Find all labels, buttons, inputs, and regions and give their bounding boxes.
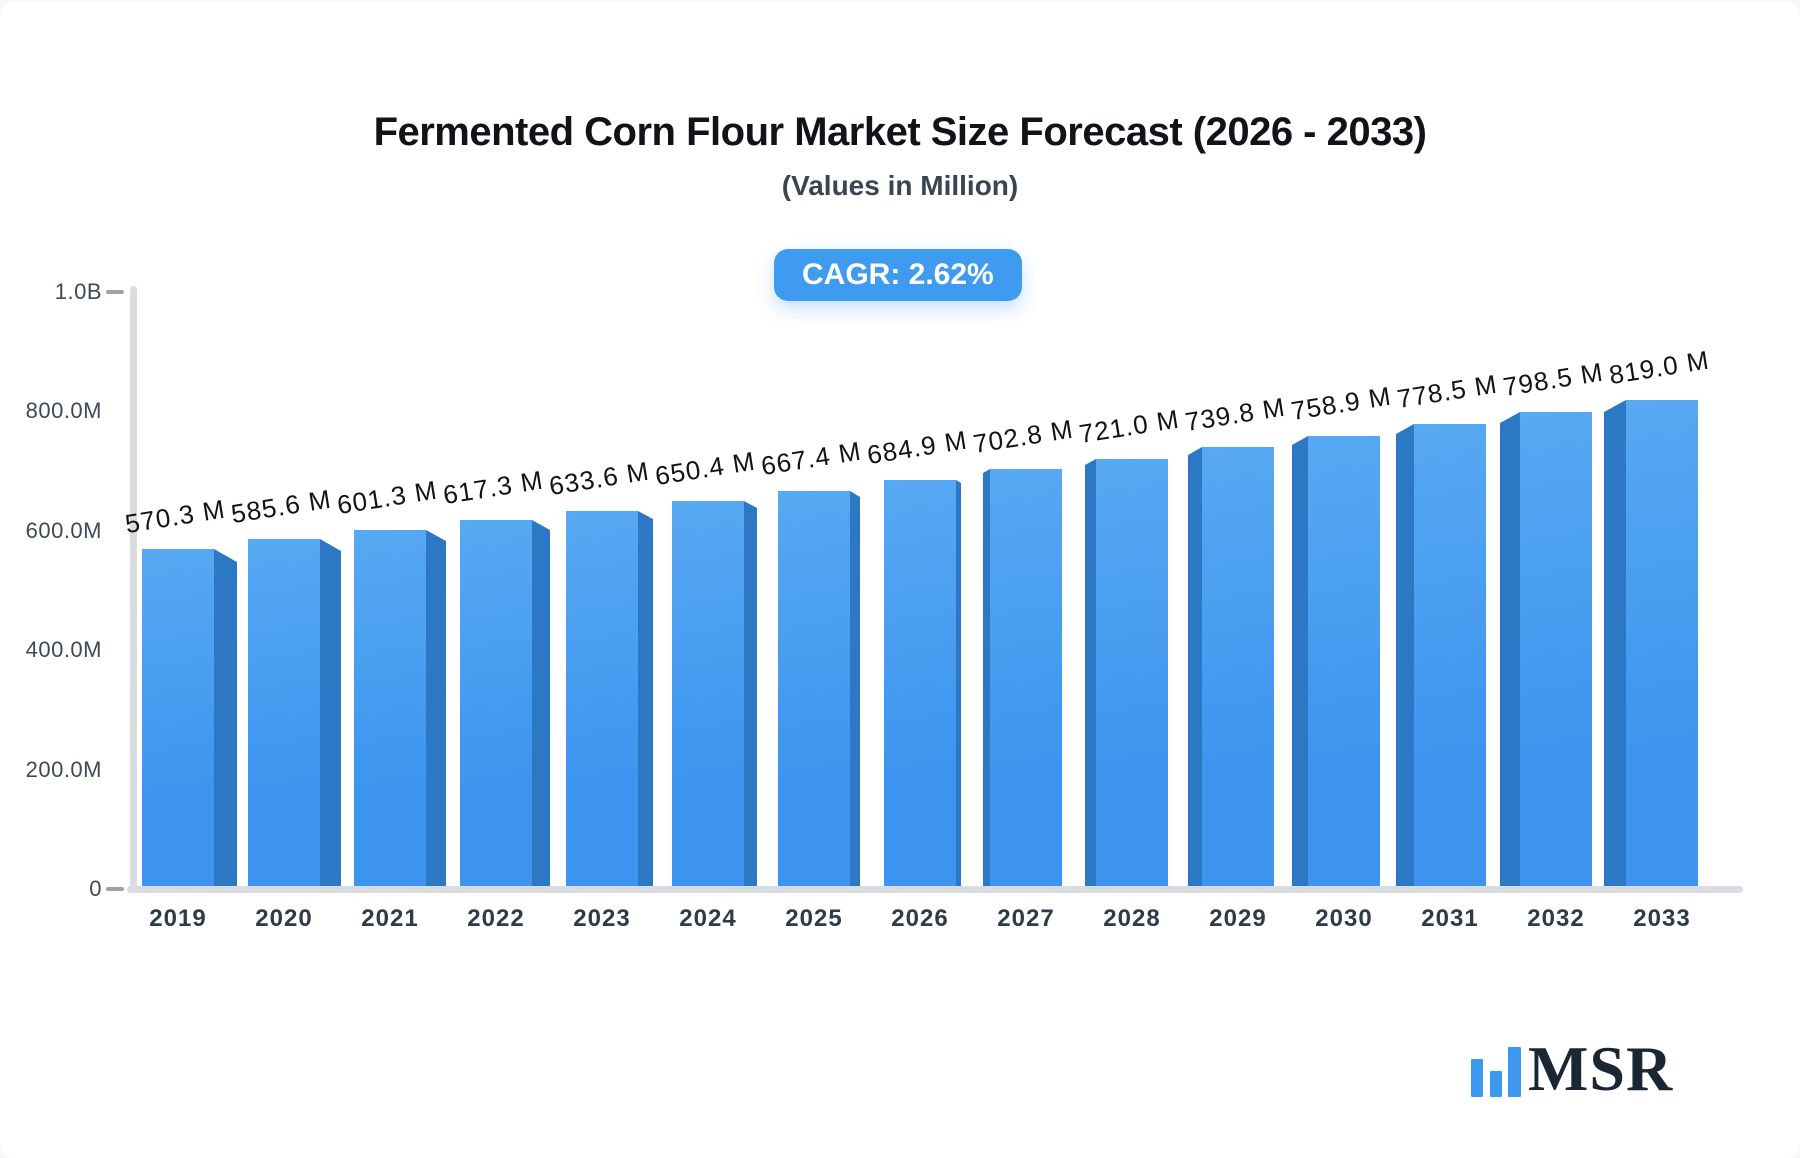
bar-side-face (426, 530, 446, 889)
bar-side-face (638, 511, 653, 889)
x-axis-label: 2028 (1103, 905, 1161, 932)
bar-value-label: 798.5 M (1500, 356, 1606, 403)
bar-2027 (990, 469, 1062, 889)
bar-value-label: 819.0 M (1606, 344, 1712, 391)
bar-2028 (1096, 459, 1168, 889)
x-axis-label: 2029 (1209, 905, 1267, 932)
y-axis-line (130, 286, 137, 893)
bar-value-label: 633.6 M (546, 455, 652, 502)
logo-bar-icon (1508, 1047, 1521, 1097)
logo-bar-icon (1490, 1071, 1502, 1097)
chart-title: Fermented Corn Flour Market Size Forecas… (373, 110, 1427, 154)
bar-2023 (566, 511, 638, 889)
y-axis-label: 0 (89, 876, 102, 901)
bar-side-face (1500, 412, 1520, 889)
bar-side-face (1292, 436, 1308, 889)
bar-2026 (884, 480, 956, 889)
bar-value-label: 721.0 M (1076, 403, 1182, 450)
bar-value-label: 570.3 M (122, 493, 228, 540)
y-axis-label: 800.0M (25, 398, 102, 424)
x-axis-label: 2032 (1527, 905, 1585, 932)
chart-subtitle: (Values in Million) (781, 170, 1019, 201)
bar-side-face (850, 491, 860, 889)
bar-value-label: 585.6 M (228, 483, 334, 530)
bar-value-label: 758.9 M (1288, 380, 1394, 427)
bar-2025 (778, 491, 850, 889)
logo-text: MSR (1528, 1033, 1674, 1104)
bar-value-label: 667.4 M (758, 435, 864, 482)
x-axis-label: 2019 (149, 905, 207, 932)
y-axis-tick (106, 887, 124, 891)
bar-side-face (320, 539, 341, 889)
bar-value-label: 778.5 M (1394, 368, 1500, 415)
x-axis-label: 2031 (1421, 905, 1479, 932)
bar-side-face (532, 520, 550, 889)
bar-2030 (1308, 436, 1380, 889)
bar-side-face (214, 549, 237, 889)
cagr-badge-label: CAGR: 2.62% (802, 258, 994, 291)
bar-2019 (142, 549, 214, 889)
bar-side-face (1604, 400, 1626, 889)
x-axis-label: 2033 (1633, 905, 1691, 932)
x-axis-label: 2023 (573, 905, 631, 932)
cagr-badge: CAGR: 2.62% (774, 249, 1022, 301)
bar-value-label: 650.4 M (652, 445, 758, 492)
bar-value-label: 739.8 M (1182, 391, 1288, 438)
x-axis-line (127, 886, 1743, 893)
x-axis-label: 2026 (891, 905, 949, 932)
x-axis-label: 2030 (1315, 905, 1373, 932)
bar-value-label: 702.8 M (970, 413, 1076, 460)
bar-side-face (1396, 424, 1414, 889)
bar-side-face (956, 480, 961, 889)
y-axis-label: 400.0M (25, 637, 102, 663)
logo-bar-icon (1471, 1059, 1483, 1097)
bar-2032 (1520, 412, 1592, 889)
bar-value-label: 601.3 M (334, 474, 440, 521)
bar-side-face (744, 501, 757, 889)
brand-logo: MSR (1471, 1037, 1731, 1112)
y-axis-label: 1.0B (54, 279, 102, 304)
x-axis-label: 2020 (255, 905, 313, 932)
bar-value-label: 684.9 M (864, 424, 970, 471)
bar-side-face (1085, 459, 1096, 889)
bar-2024 (672, 501, 744, 889)
x-axis-label: 2024 (679, 905, 737, 932)
x-axis-label: 2027 (997, 905, 1055, 932)
x-axis-label: 2022 (467, 905, 525, 932)
bar-2020 (248, 539, 320, 889)
bar-2021 (354, 530, 426, 889)
bar-2031 (1414, 424, 1486, 889)
y-axis-tick (106, 290, 124, 294)
bar-value-label: 617.3 M (440, 464, 546, 511)
bar-2033 (1626, 400, 1698, 889)
bar-side-face (983, 469, 990, 889)
y-axis-label: 600.0M (25, 517, 102, 543)
x-axis-label: 2021 (361, 905, 419, 932)
y-axis-label: 200.0M (25, 756, 102, 782)
x-axis-label: 2025 (785, 905, 843, 932)
bar-2022 (460, 520, 532, 889)
bar-2029 (1202, 447, 1274, 889)
bar-side-face (1188, 447, 1202, 889)
